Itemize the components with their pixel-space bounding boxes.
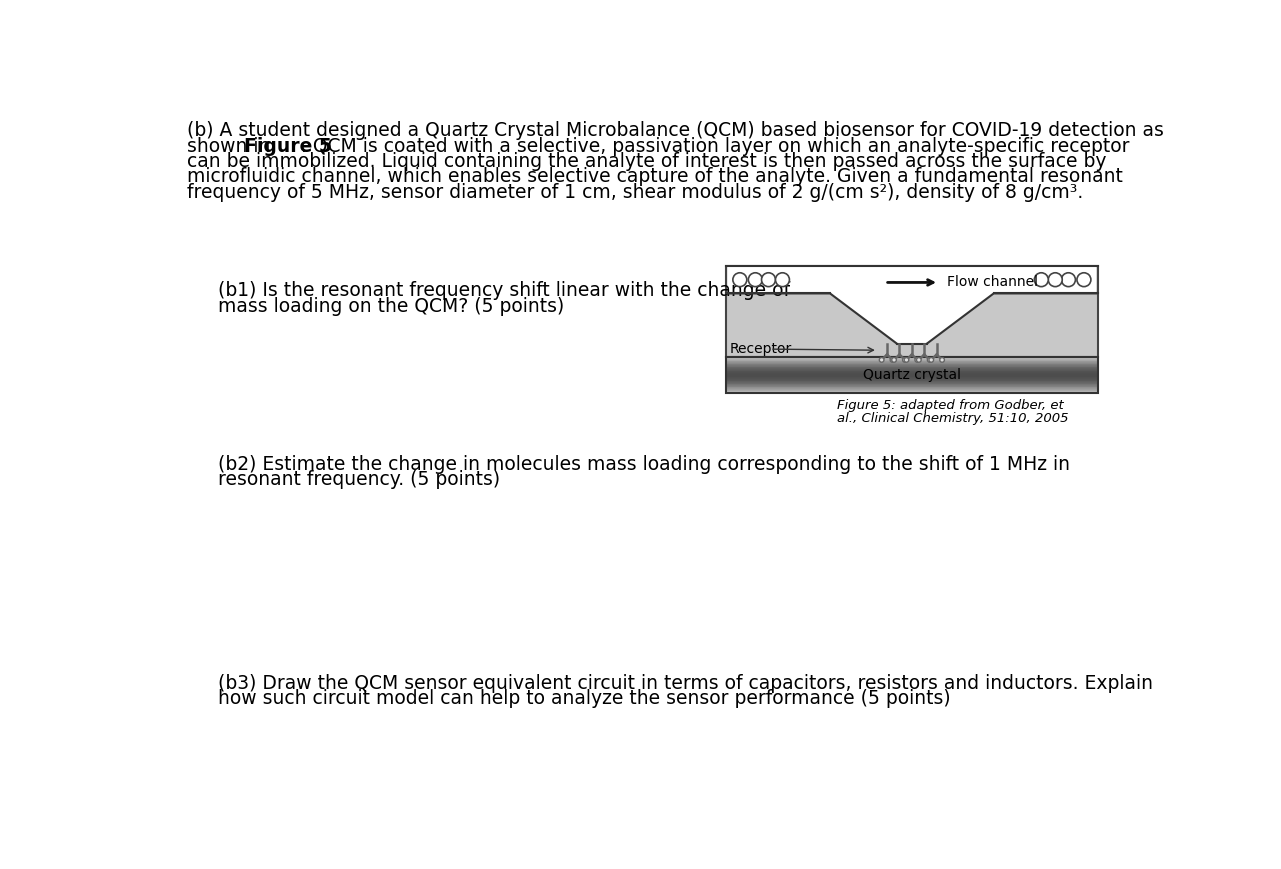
Ellipse shape [929,358,934,362]
Text: (b) A student designed a Quartz Crystal Microbalance (QCM) based biosensor for C: (b) A student designed a Quartz Crystal … [187,121,1164,140]
Text: Flow channel: Flow channel [947,275,1038,289]
Text: resonant frequency. (5 points): resonant frequency. (5 points) [218,470,501,489]
Text: al., Clinical Chemistry, 51:10, 2005: al., Clinical Chemistry, 51:10, 2005 [838,412,1068,425]
Text: shown in: shown in [187,136,277,156]
Bar [726,357,1098,393]
Ellipse shape [775,273,789,287]
Bar [726,266,1098,357]
Text: . QCM is coated with a selective, passivation layer on which an analyte-specific: . QCM is coated with a selective, passiv… [301,136,1129,156]
Ellipse shape [904,358,908,362]
Ellipse shape [903,358,907,362]
Ellipse shape [890,358,895,362]
Text: frequency of 5 MHz, sensor diameter of 1 cm, shear modulus of 2 g/(cm s²), densi: frequency of 5 MHz, sensor diameter of 1… [187,182,1084,202]
Text: mass loading on the QCM? (5 points): mass loading on the QCM? (5 points) [218,297,565,315]
Ellipse shape [940,358,944,362]
Text: (b2) Estimate the change in molecules mass loading corresponding to the shift of: (b2) Estimate the change in molecules ma… [218,454,1070,474]
Ellipse shape [879,358,884,362]
Ellipse shape [748,273,762,287]
Text: Figure 5: adapted from Godber, et: Figure 5: adapted from Godber, et [838,399,1065,412]
Text: Figure 5: Figure 5 [243,136,332,156]
Ellipse shape [1077,273,1091,287]
Text: (b3) Draw the QCM sensor equivalent circuit in terms of capacitors, resistors an: (b3) Draw the QCM sensor equivalent circ… [218,674,1153,693]
Ellipse shape [733,273,747,287]
Ellipse shape [1048,273,1062,287]
Text: (b1) Is the resonant frequency shift linear with the change of: (b1) Is the resonant frequency shift lin… [218,282,790,301]
Text: how such circuit model can help to analyze the sensor performance (5 points): how such circuit model can help to analy… [218,689,951,708]
Polygon shape [728,267,1097,344]
Ellipse shape [1034,273,1048,287]
Ellipse shape [761,273,775,287]
Ellipse shape [916,358,921,362]
Text: microfluidic channel, which enables selective capture of the analyte. Given a fu: microfluidic channel, which enables sele… [187,168,1123,187]
Ellipse shape [1062,273,1076,287]
Text: Receptor: Receptor [730,342,792,356]
Ellipse shape [927,358,933,362]
Ellipse shape [915,358,920,362]
Text: Quartz crystal: Quartz crystal [863,368,961,382]
Ellipse shape [892,358,897,362]
Text: can be immobilized. Liquid containing the analyte of interest is then passed acr: can be immobilized. Liquid containing th… [187,152,1107,171]
